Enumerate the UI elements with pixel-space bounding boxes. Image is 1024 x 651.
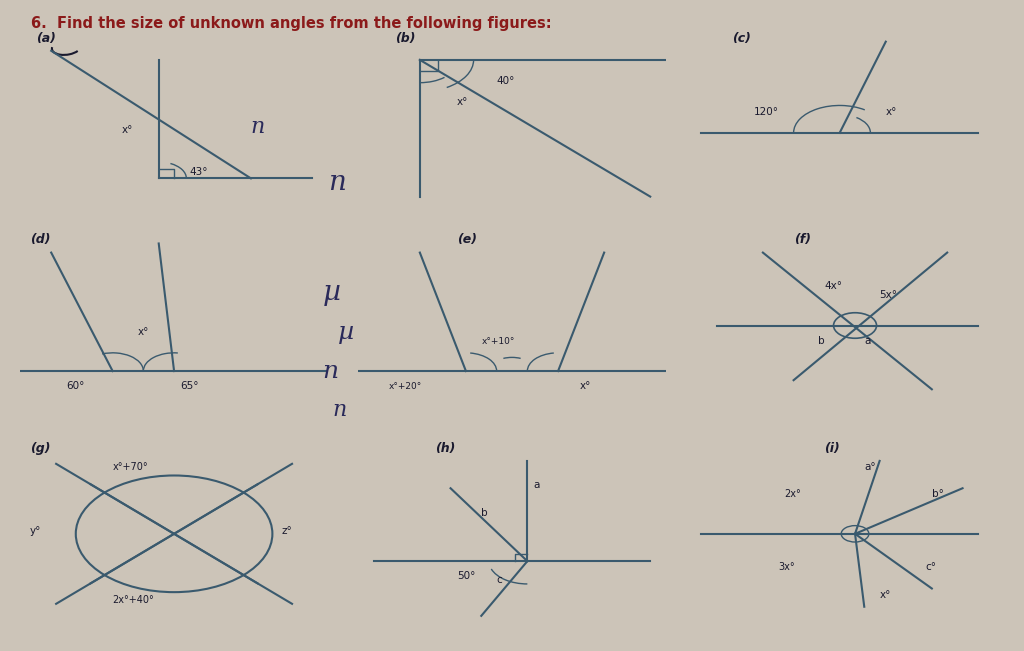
Text: (f): (f) xyxy=(794,234,811,247)
Text: 40°: 40° xyxy=(497,76,515,85)
Text: n: n xyxy=(251,116,265,138)
Text: 43°: 43° xyxy=(189,167,208,176)
Text: µ: µ xyxy=(338,320,354,344)
Text: (c): (c) xyxy=(732,32,751,45)
Text: 120°: 120° xyxy=(754,107,778,117)
Text: b: b xyxy=(481,508,487,518)
Text: x°: x° xyxy=(137,327,148,337)
Text: 3x°: 3x° xyxy=(778,562,795,572)
Text: x°: x° xyxy=(580,381,591,391)
Text: z°: z° xyxy=(282,526,292,536)
Text: x°: x° xyxy=(122,125,133,135)
Text: n: n xyxy=(333,399,347,421)
Text: (g): (g) xyxy=(30,442,50,455)
Text: x°+10°: x°+10° xyxy=(481,337,515,346)
Text: x°: x° xyxy=(886,107,897,117)
Text: 50°: 50° xyxy=(457,572,475,581)
Text: b°: b° xyxy=(932,490,944,499)
Text: 65°: 65° xyxy=(180,381,199,391)
Text: (d): (d) xyxy=(30,234,50,247)
Text: n: n xyxy=(323,359,339,383)
Text: 4x°: 4x° xyxy=(824,281,843,291)
Text: 6.  Find the size of unknown angles from the following figures:: 6. Find the size of unknown angles from … xyxy=(31,16,551,31)
Text: b: b xyxy=(818,336,824,346)
Text: µ: µ xyxy=(323,279,341,307)
Text: (a): (a) xyxy=(36,32,55,45)
Text: n: n xyxy=(328,169,345,196)
Text: x°: x° xyxy=(457,98,468,107)
Text: (b): (b) xyxy=(395,32,416,45)
Text: x°+70°: x°+70° xyxy=(113,462,148,472)
Text: c: c xyxy=(497,575,503,585)
Text: x°+20°: x°+20° xyxy=(389,382,422,391)
Text: a: a xyxy=(534,480,540,490)
Text: a°: a° xyxy=(864,462,876,472)
Text: (h): (h) xyxy=(435,442,456,455)
Text: (e): (e) xyxy=(457,234,477,247)
Text: 2x°: 2x° xyxy=(784,490,801,499)
Text: c°: c° xyxy=(926,562,937,572)
Text: 60°: 60° xyxy=(67,381,85,391)
Text: x°: x° xyxy=(880,590,891,600)
Text: a: a xyxy=(864,336,870,346)
Text: (i): (i) xyxy=(824,442,840,455)
Text: 5x°: 5x° xyxy=(880,290,898,300)
Text: 2x°+40°: 2x°+40° xyxy=(113,595,155,605)
Text: y°: y° xyxy=(30,526,41,536)
